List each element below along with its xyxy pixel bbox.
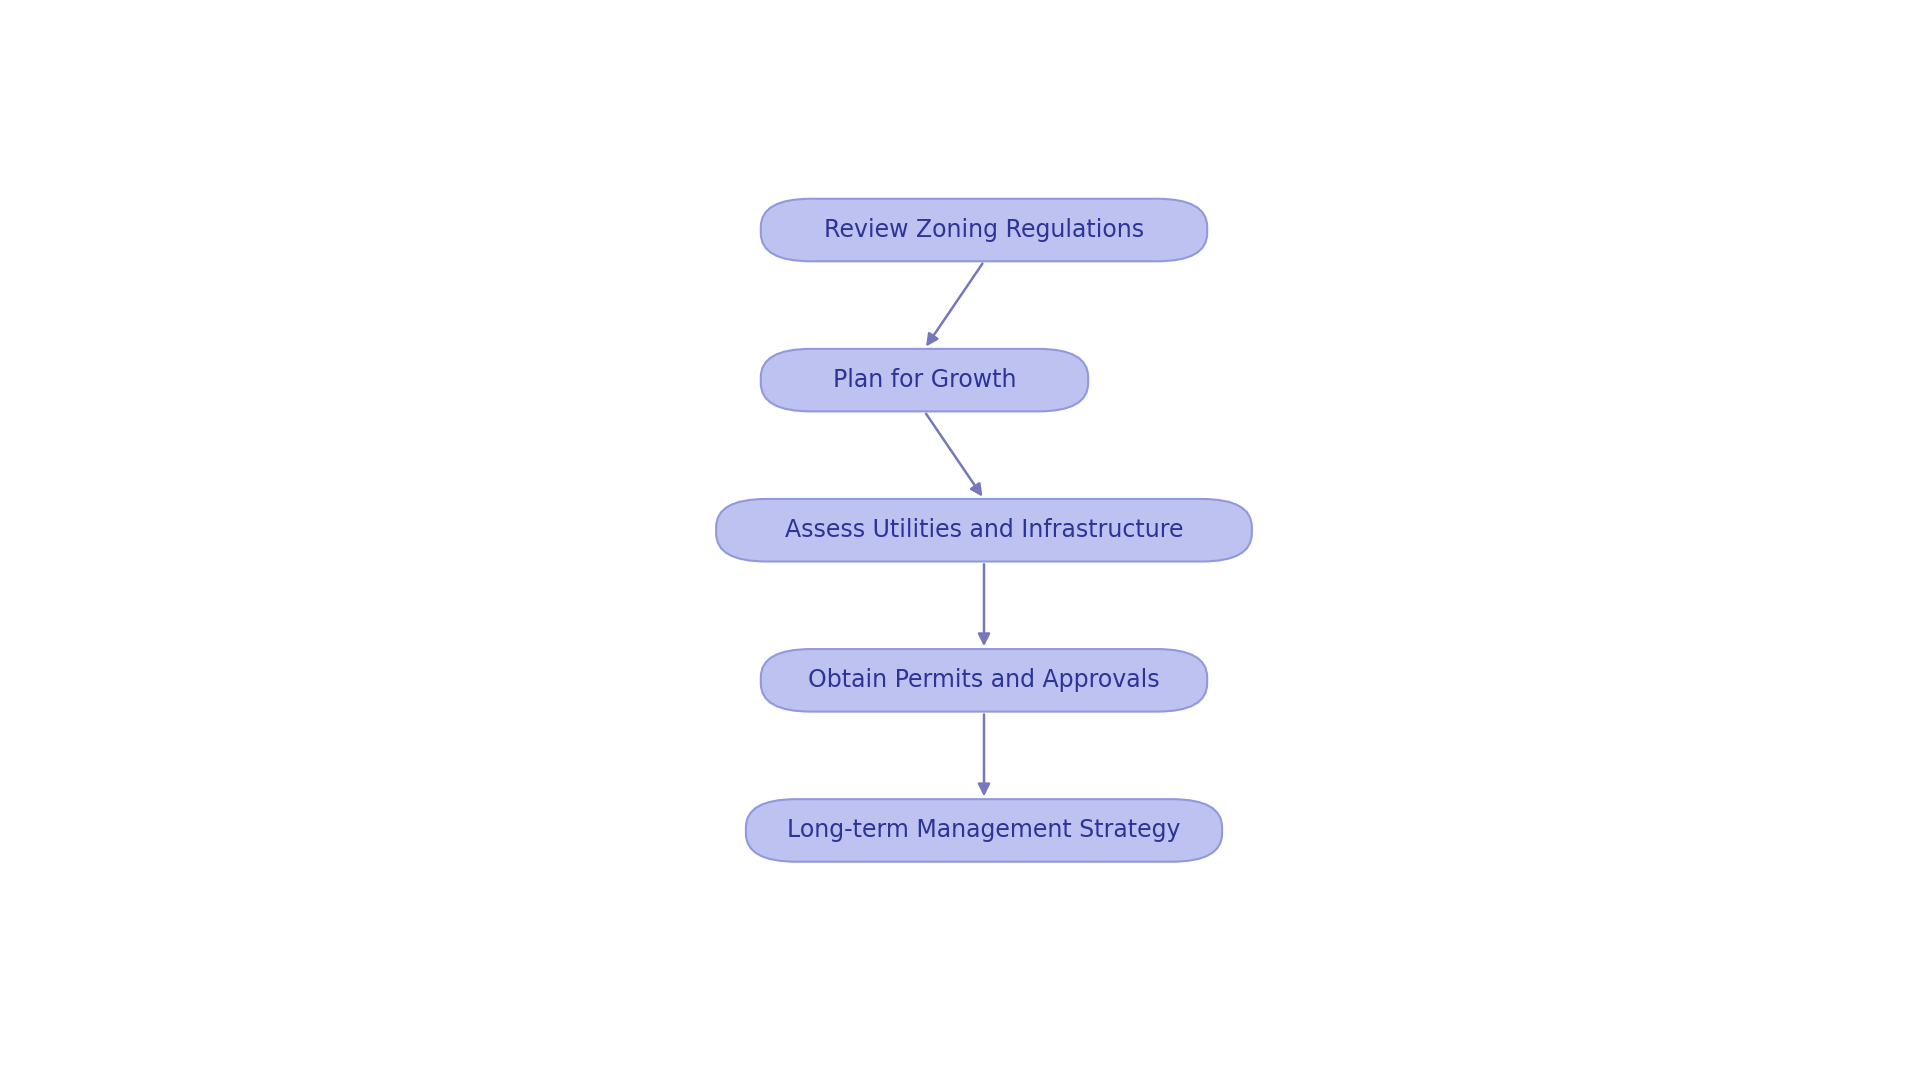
FancyBboxPatch shape bbox=[745, 799, 1221, 862]
FancyBboxPatch shape bbox=[716, 499, 1252, 561]
FancyBboxPatch shape bbox=[760, 649, 1208, 712]
Text: Plan for Growth: Plan for Growth bbox=[833, 368, 1016, 392]
FancyBboxPatch shape bbox=[760, 199, 1208, 261]
Text: Long-term Management Strategy: Long-term Management Strategy bbox=[787, 819, 1181, 843]
Text: Assess Utilities and Infrastructure: Assess Utilities and Infrastructure bbox=[785, 519, 1183, 543]
Text: Obtain Permits and Approvals: Obtain Permits and Approvals bbox=[808, 668, 1160, 692]
Text: Review Zoning Regulations: Review Zoning Regulations bbox=[824, 218, 1144, 242]
FancyBboxPatch shape bbox=[760, 349, 1089, 412]
